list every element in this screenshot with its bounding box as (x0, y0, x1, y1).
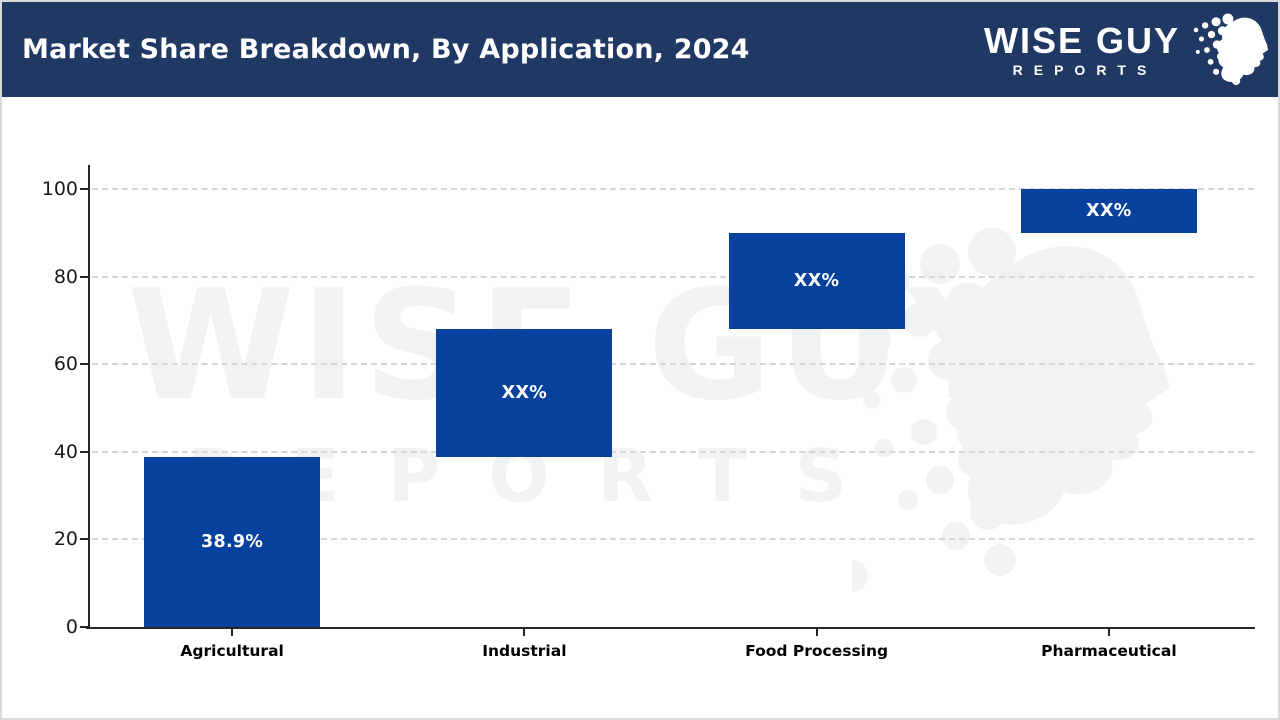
x-axis-tick (523, 629, 526, 636)
y-axis-tick (80, 538, 88, 541)
bar-value-label: 38.9% (201, 531, 264, 552)
brand-face-icon (1193, 13, 1268, 86)
x-axis-tick (231, 629, 234, 636)
y-gridline (92, 538, 1254, 541)
y-axis-tick (80, 188, 88, 190)
x-axis-category-label: Food Processing (745, 642, 889, 660)
y-axis-tick (80, 275, 88, 278)
x-axis-category-label: Pharmaceutical (1041, 642, 1177, 660)
bar-value-label: XX% (501, 382, 548, 403)
y-axis-spine (88, 165, 90, 629)
y-axis-tick-label: 20 (53, 528, 78, 551)
y-gridline (92, 275, 1254, 278)
y-gridline (92, 363, 1254, 366)
bar-value-label: XX% (793, 270, 840, 291)
x-axis-tick (815, 629, 818, 636)
y-axis-tick-label: 80 (53, 265, 78, 288)
x-axis-category-label: Industrial (482, 642, 567, 660)
y-axis-tick-label: 40 (53, 440, 78, 463)
y-axis-tick-label: 0 (65, 616, 78, 638)
bar-value-label: XX% (1086, 200, 1132, 221)
brand-subname: REPORTS (1012, 62, 1158, 78)
y-axis-tick-label: 100 (41, 178, 78, 200)
header-band: Market Share Breakdown, By Application, … (2, 2, 1278, 97)
x-axis-spine (86, 627, 1255, 629)
page-title: Market Share Breakdown, By Application, … (22, 34, 750, 65)
y-axis-tick (80, 626, 88, 628)
brand-name: WISE GUY (983, 20, 1180, 61)
y-axis-tick (80, 363, 88, 366)
brand-logo: WISE GUY REPORTS (984, 10, 1268, 90)
bar-segment: XX% (436, 329, 613, 457)
bar-segment: XX% (728, 232, 905, 330)
y-gridline (92, 188, 1254, 190)
y-axis-tick-label: 60 (53, 353, 78, 376)
x-axis-category-label: Agricultural (180, 642, 284, 660)
brand-wordmark: WISE GUY REPORTS (983, 20, 1180, 78)
y-gridline (92, 450, 1254, 453)
bar-segment: 38.9% (144, 456, 321, 627)
y-axis-tick (80, 450, 88, 453)
bar-segment: XX% (1020, 189, 1197, 233)
x-axis-tick (1107, 629, 1110, 636)
